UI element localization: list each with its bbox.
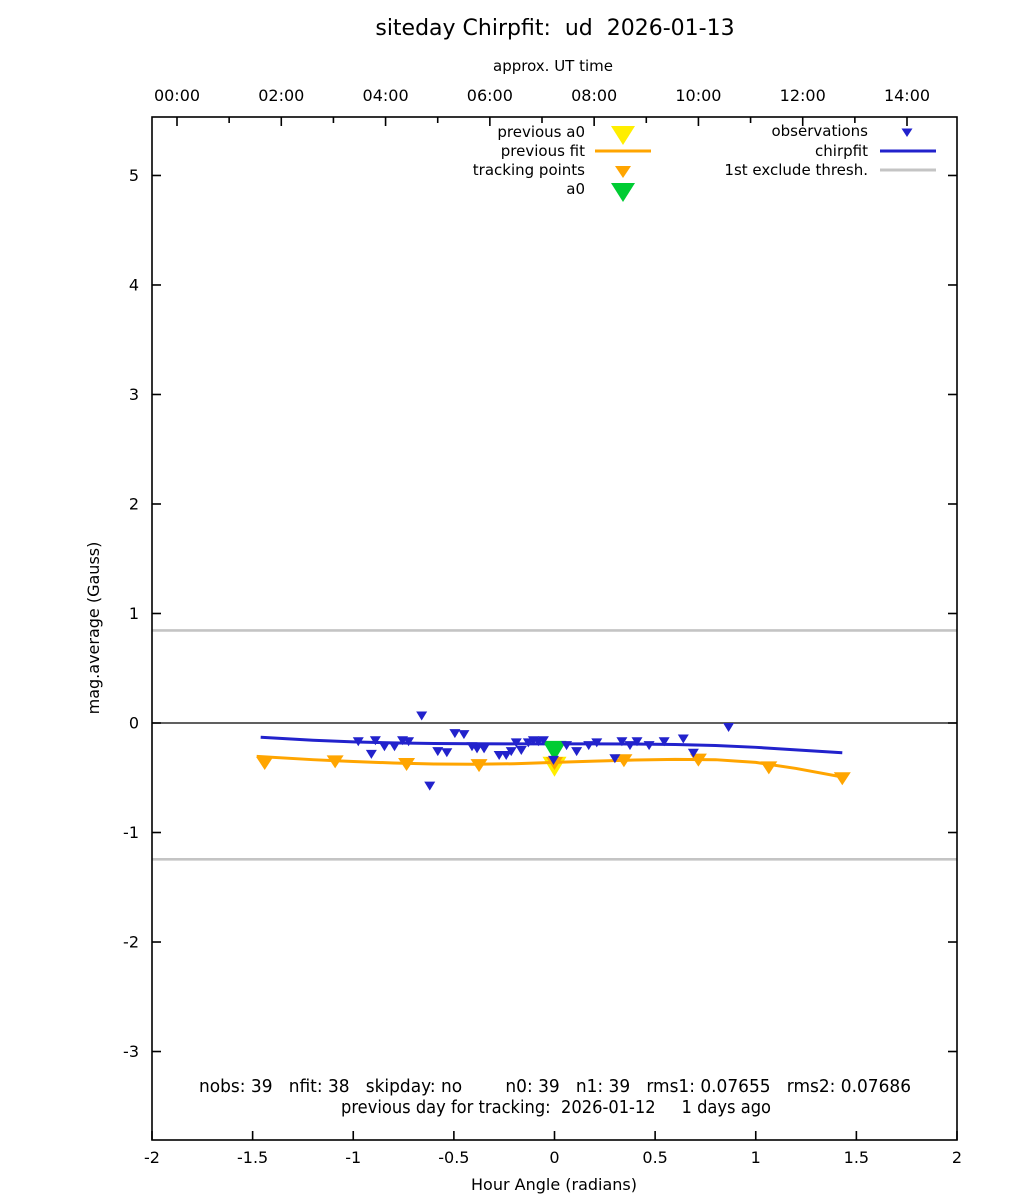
marker-observations-10	[441, 748, 453, 758]
marker-observations-31	[616, 737, 628, 747]
y-tick-label-2: -1	[123, 823, 139, 842]
marker-observations-38	[723, 723, 735, 733]
y-tick-label-7: 4	[129, 275, 139, 294]
marker-observations-16	[493, 750, 505, 760]
marker-tracking-points-7	[760, 761, 778, 775]
marker-tracking-points-0	[256, 756, 274, 770]
x-tick-label-6: 1	[751, 1148, 761, 1167]
x-axis-label: Hour Angle (radians)	[471, 1175, 637, 1194]
marker-a0-0	[542, 740, 567, 761]
y-tick-label-1: -2	[123, 933, 139, 952]
marker-tracking-points-8	[833, 772, 851, 786]
marker-observations-7	[416, 711, 428, 721]
ut-tick-label-0: 00:00	[154, 86, 200, 105]
ut-tick-label-2: 04:00	[363, 86, 409, 105]
marker-observations-3	[378, 742, 390, 752]
x-tick-label-3: -0.5	[438, 1148, 469, 1167]
marker-observations-18	[505, 747, 517, 757]
marker-observations-34	[643, 741, 655, 751]
marker-observations-29	[591, 738, 603, 748]
marker-observations-25	[547, 755, 559, 765]
x-tick-label-7: 1.5	[844, 1148, 869, 1167]
x-tick-label-0: -2	[144, 1148, 160, 1167]
y-tick-label-3: 0	[129, 714, 139, 733]
marker-observations-17	[500, 750, 512, 760]
y-tick-label-8: 5	[129, 166, 139, 185]
marker-tracking-points-4	[546, 756, 563, 770]
x-tick-label-5: 0.5	[642, 1148, 667, 1167]
legend-label-previous-fit: previous fit	[501, 142, 585, 160]
x-tick-label-1: -1.5	[237, 1148, 268, 1167]
legend-marker-tracking-points-triangle-icon	[615, 166, 631, 178]
marker-observations-6	[403, 737, 415, 747]
marker-observations-30	[609, 754, 621, 764]
marker-observations-37	[687, 748, 699, 758]
x-tick-label-2: -1	[345, 1148, 361, 1167]
marker-observations-27	[571, 747, 583, 757]
legend-label-previous-a0: previous a0	[497, 123, 585, 141]
legend-label-a0: a0	[566, 180, 585, 198]
x-tick-label-8: 2	[952, 1148, 962, 1167]
legend-marker-observations-triangle-icon	[901, 128, 913, 137]
legend-label-chirpfit: chirpfit	[815, 142, 868, 160]
marker-observations-8	[424, 781, 436, 791]
chart-title: siteday Chirpfit: ud 2026-01-13	[375, 16, 734, 41]
marker-observations-2	[369, 736, 381, 746]
legend-label-observations: observations	[771, 122, 868, 140]
stats-line-1: nobs: 39 nfit: 38 skipday: no n0: 39 n1:…	[199, 1076, 911, 1097]
plot-area: -3 -2 -1 0 1 2 3 4 5 -2 -1.5 -1 -0.5 0 0.5 1 1.5 2 00:00 02…	[123, 86, 962, 1167]
marker-observations-26	[561, 741, 573, 751]
marker-observations-14	[471, 744, 483, 754]
marker-tracking-points-2	[398, 758, 416, 772]
marker-observations-12	[458, 730, 470, 740]
plot-border	[151, 116, 958, 1141]
legend: previous a0 previous fit tracking points…	[473, 122, 936, 202]
marker-tracking-points-3	[470, 759, 488, 773]
legend-marker-a0-triangle-icon	[611, 183, 635, 202]
marker-observations-9	[432, 747, 444, 757]
marker-observations-35	[658, 737, 670, 747]
marker-observations-36	[677, 734, 689, 744]
marker-observations-11	[449, 729, 461, 739]
y-tick-label-4: 1	[129, 604, 139, 623]
marker-observations-4	[389, 742, 401, 752]
stats-line-2: previous day for tracking: 2026-01-12 1 …	[341, 1097, 771, 1118]
marker-observations-28	[583, 741, 595, 751]
marker-tracking-points-6	[689, 753, 707, 767]
legend-marker-previous-a0-triangle-icon	[611, 126, 635, 145]
legend-label-tracking-points: tracking points	[473, 161, 585, 179]
marker-observations-33	[631, 737, 643, 747]
marker-observations-20	[515, 746, 527, 756]
y-tick-label-0: -3	[123, 1042, 139, 1061]
marker-tracking-points-1	[326, 755, 344, 769]
x-tick-label-4: 0	[549, 1148, 559, 1167]
ut-tick-label-1: 02:00	[258, 86, 304, 105]
marker-observations-15	[478, 744, 490, 754]
ut-tick-label-5: 10:00	[675, 86, 721, 105]
marker-observations-24	[537, 736, 549, 746]
top-axis-label: approx. UT time	[493, 57, 613, 75]
legend-label-exclude-thresh: 1st exclude thresh.	[724, 161, 868, 179]
marker-observations-1	[365, 749, 377, 759]
marker-observations-19	[510, 738, 522, 748]
marker-observations-0	[352, 737, 364, 747]
marker-tracking-points-5	[615, 754, 633, 768]
y-tick-label-6: 3	[129, 385, 139, 404]
ut-tick-label-6: 12:00	[780, 86, 826, 105]
ut-tick-label-3: 06:00	[467, 86, 513, 105]
marker-observations-32	[624, 741, 636, 751]
ut-tick-label-4: 08:00	[571, 86, 617, 105]
y-tick-label-5: 2	[129, 494, 139, 513]
y-axis-label: mag.average (Gauss)	[84, 542, 103, 715]
ut-tick-label-7: 14:00	[884, 86, 930, 105]
